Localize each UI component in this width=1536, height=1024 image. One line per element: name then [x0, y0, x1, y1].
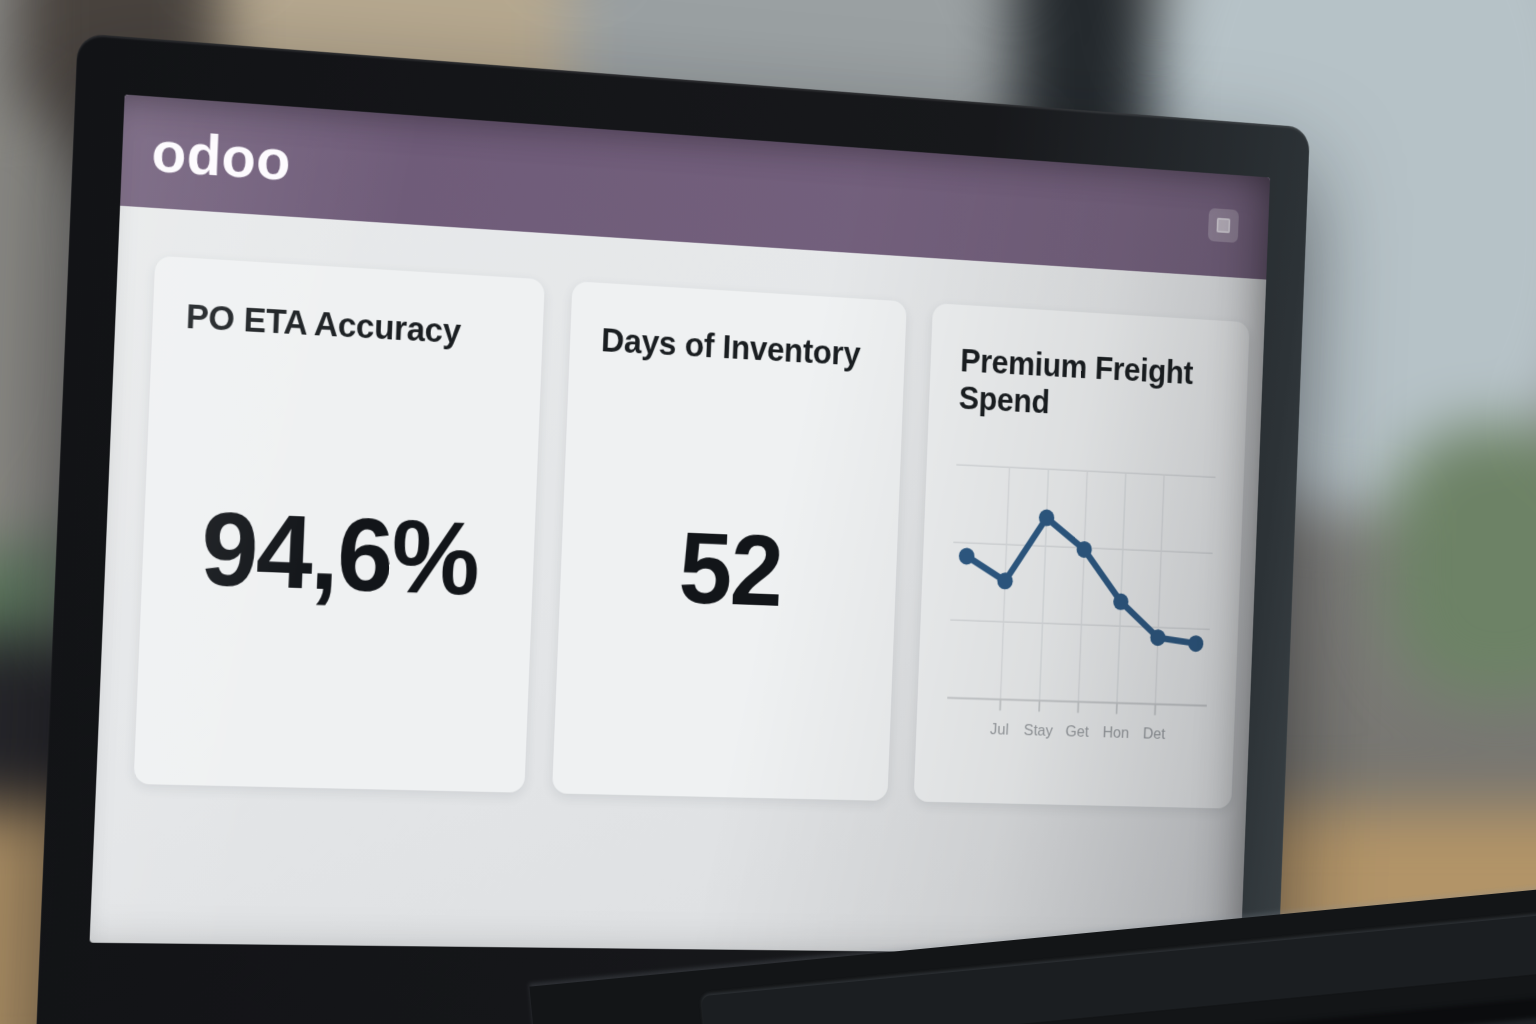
laptop-screen: odoo PO ETA Accuracy 94,6% Days of Inven…	[89, 94, 1271, 956]
data-point	[1187, 635, 1204, 653]
apps-grid-icon	[1216, 217, 1231, 234]
x-axis-label: Det	[1143, 725, 1166, 743]
laptop-lid: odoo PO ETA Accuracy 94,6% Days of Inven…	[33, 33, 1310, 1024]
card-title: Premium Freight Spend	[958, 342, 1194, 421]
x-axis-label: Jul	[989, 720, 1008, 738]
card-title: PO ETA Accuracy	[185, 297, 462, 352]
bokeh-blob	[1384, 425, 1536, 701]
x-axis-label: Stay	[1023, 721, 1053, 740]
kpi-value: 94,6%	[199, 489, 481, 617]
premium-freight-chart: Jul Stay Get Hon Det	[944, 430, 1217, 743]
kpi-card-days-of-inventory[interactable]: Days of Inventory 52	[551, 281, 907, 801]
kpi-card-premium-freight-spend[interactable]: Premium Freight Spend Jul Stay Get Hon Det	[913, 303, 1250, 809]
card-title: Days of Inventory	[600, 321, 861, 374]
odoo-logo[interactable]: odoo	[150, 119, 293, 194]
x-axis-label: Hon	[1102, 724, 1129, 742]
dashboard: PO ETA Accuracy 94,6% Days of Inventory …	[90, 206, 1267, 956]
x-axis-label: Get	[1065, 723, 1089, 741]
apps-menu-button[interactable]	[1207, 207, 1239, 243]
kpi-card-po-eta-accuracy[interactable]: PO ETA Accuracy 94,6%	[133, 255, 545, 793]
kpi-value: 52	[677, 510, 784, 628]
